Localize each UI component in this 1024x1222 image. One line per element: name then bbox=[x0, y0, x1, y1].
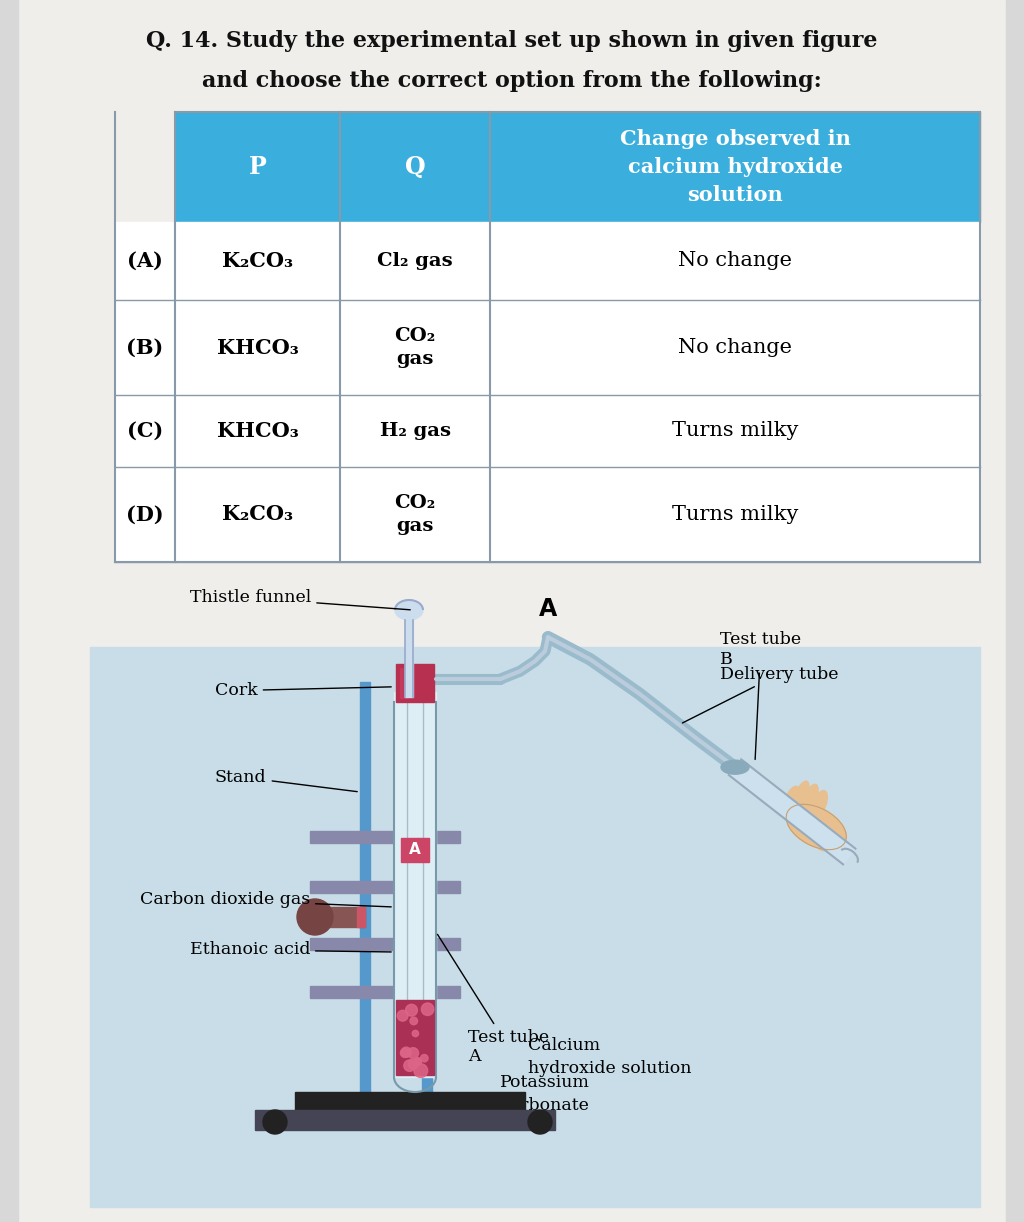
Text: Cork: Cork bbox=[215, 682, 391, 699]
Text: Delivery tube: Delivery tube bbox=[682, 666, 839, 723]
Text: Thistle funnel: Thistle funnel bbox=[190, 589, 411, 610]
Text: Q: Q bbox=[404, 155, 425, 178]
Text: P: P bbox=[249, 155, 266, 178]
Bar bbox=[295, 1092, 525, 1114]
Text: Potassium
carbonate: Potassium carbonate bbox=[500, 1074, 590, 1113]
Ellipse shape bbox=[781, 786, 799, 816]
Circle shape bbox=[528, 1110, 552, 1134]
Circle shape bbox=[410, 1017, 418, 1025]
Circle shape bbox=[406, 1004, 418, 1017]
Bar bbox=[310, 881, 460, 893]
Circle shape bbox=[414, 1058, 422, 1066]
Bar bbox=[115, 299, 980, 395]
Circle shape bbox=[414, 1064, 428, 1078]
Circle shape bbox=[421, 1003, 434, 1015]
Text: Stand: Stand bbox=[215, 769, 357, 792]
Text: (D): (D) bbox=[126, 505, 164, 524]
Bar bbox=[1006, 0, 1024, 1222]
Circle shape bbox=[297, 899, 333, 935]
Circle shape bbox=[403, 1059, 416, 1072]
Text: A: A bbox=[539, 598, 557, 621]
Text: Q. 14. Study the experimental set up shown in given figure: Q. 14. Study the experimental set up sho… bbox=[146, 31, 878, 53]
Circle shape bbox=[413, 1030, 419, 1036]
Circle shape bbox=[409, 1059, 419, 1069]
Text: K₂CO₃: K₂CO₃ bbox=[222, 505, 293, 524]
Ellipse shape bbox=[813, 791, 827, 815]
Circle shape bbox=[415, 1058, 421, 1064]
Bar bbox=[360, 682, 370, 1097]
Text: CO₂
gas: CO₂ gas bbox=[394, 495, 435, 534]
Bar bbox=[394, 692, 436, 1077]
Text: Turns milky: Turns milky bbox=[672, 505, 798, 524]
Bar bbox=[310, 831, 460, 843]
Ellipse shape bbox=[803, 785, 818, 814]
Bar bbox=[0, 0, 18, 1222]
Bar bbox=[357, 907, 365, 927]
Circle shape bbox=[408, 1047, 419, 1058]
Bar bbox=[310, 986, 460, 998]
Ellipse shape bbox=[395, 600, 423, 620]
Bar bbox=[400, 668, 408, 698]
Bar bbox=[396, 664, 434, 701]
Bar bbox=[255, 1110, 555, 1130]
Text: Calcium
hydroxide solution: Calcium hydroxide solution bbox=[528, 1037, 691, 1077]
Ellipse shape bbox=[786, 804, 846, 849]
Text: Change observed in
calcium hydroxide
solution: Change observed in calcium hydroxide sol… bbox=[620, 130, 851, 205]
Text: Cl₂ gas: Cl₂ gas bbox=[377, 252, 453, 270]
Text: Ethanoic acid: Ethanoic acid bbox=[189, 941, 391, 958]
Polygon shape bbox=[729, 759, 855, 864]
Circle shape bbox=[401, 1047, 412, 1057]
Bar bbox=[319, 907, 365, 927]
Bar bbox=[90, 646, 980, 1207]
Text: H₂ gas: H₂ gas bbox=[380, 422, 451, 440]
Text: (B): (B) bbox=[126, 337, 164, 358]
Bar bbox=[406, 620, 413, 697]
Text: No change: No change bbox=[678, 252, 792, 270]
Circle shape bbox=[400, 1048, 410, 1057]
Text: CO₂
gas: CO₂ gas bbox=[394, 327, 435, 368]
Text: A: A bbox=[410, 842, 421, 858]
Text: KHCO₃: KHCO₃ bbox=[216, 337, 298, 358]
Bar bbox=[396, 1000, 434, 1075]
Text: No change: No change bbox=[678, 338, 792, 357]
Text: Test tube
B: Test tube B bbox=[720, 631, 801, 759]
Ellipse shape bbox=[792, 781, 809, 813]
Text: K₂CO₃: K₂CO₃ bbox=[222, 251, 293, 271]
Text: KHCO₃: KHCO₃ bbox=[216, 422, 298, 441]
Circle shape bbox=[263, 1110, 287, 1134]
Ellipse shape bbox=[721, 760, 749, 775]
Text: (C): (C) bbox=[127, 422, 163, 441]
Text: and choose the correct option from the following:: and choose the correct option from the f… bbox=[202, 70, 822, 92]
Bar bbox=[115, 467, 980, 562]
Bar bbox=[310, 938, 460, 949]
Circle shape bbox=[397, 1011, 408, 1022]
Bar bbox=[401, 838, 429, 862]
Bar bbox=[115, 222, 980, 299]
Text: Carbon dioxide gas: Carbon dioxide gas bbox=[139, 892, 391, 908]
Circle shape bbox=[421, 1055, 428, 1062]
Text: Turns milky: Turns milky bbox=[672, 422, 798, 440]
Bar bbox=[422, 682, 432, 1097]
Bar bbox=[175, 112, 980, 222]
Text: (A): (A) bbox=[127, 251, 163, 271]
Ellipse shape bbox=[817, 827, 846, 851]
Bar bbox=[115, 395, 980, 467]
Text: Test tube
A: Test tube A bbox=[437, 935, 549, 1066]
